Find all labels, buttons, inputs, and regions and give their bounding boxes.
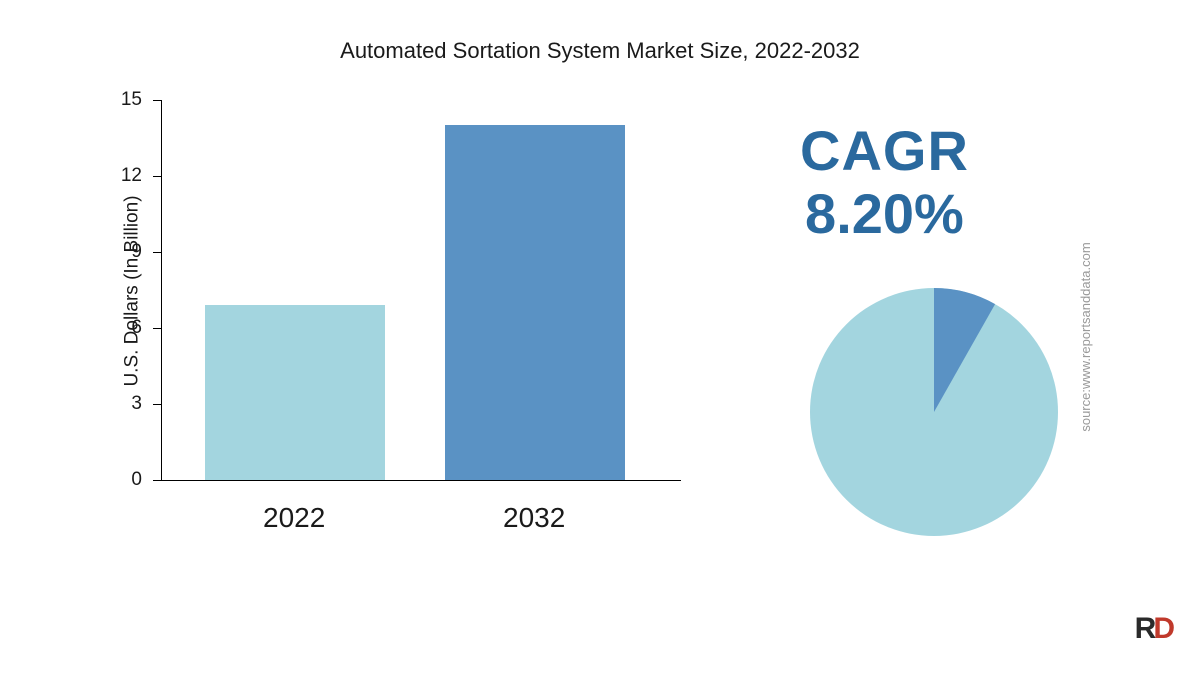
source-attribution: source:www.reportsanddata.com — [1078, 242, 1093, 431]
cagr-block: CAGR 8.20% — [800, 118, 969, 246]
logo-r: R — [1135, 612, 1154, 645]
logo: RD — [1135, 612, 1172, 646]
logo-d: D — [1153, 612, 1172, 645]
y-tick-mark — [153, 404, 161, 405]
bar-chart: U.S. Dollars (In Billion) 03691215 20222… — [115, 100, 675, 530]
y-tick-label: 6 — [112, 317, 142, 339]
y-axis-line — [161, 100, 162, 480]
cagr-label: CAGR — [800, 118, 969, 183]
y-axis-label: U.S. Dollars (In Billion) — [122, 195, 144, 386]
y-tick-mark — [153, 176, 161, 177]
y-tick-label: 0 — [112, 469, 142, 491]
bar — [445, 125, 625, 480]
y-tick-label: 12 — [112, 165, 142, 187]
pie-chart — [810, 288, 1058, 536]
y-tick-label: 3 — [112, 393, 142, 415]
y-tick-label: 15 — [112, 89, 142, 111]
x-axis-label: 2032 — [503, 502, 565, 534]
bar — [205, 305, 385, 480]
x-axis-label: 2022 — [263, 502, 325, 534]
y-tick-mark — [153, 252, 161, 253]
y-tick-mark — [153, 480, 161, 481]
x-axis-line — [161, 480, 681, 481]
y-tick-mark — [153, 328, 161, 329]
y-tick-mark — [153, 100, 161, 101]
chart-title: Automated Sortation System Market Size, … — [0, 0, 1200, 64]
y-tick-label: 9 — [112, 241, 142, 263]
cagr-value: 8.20% — [800, 181, 969, 246]
